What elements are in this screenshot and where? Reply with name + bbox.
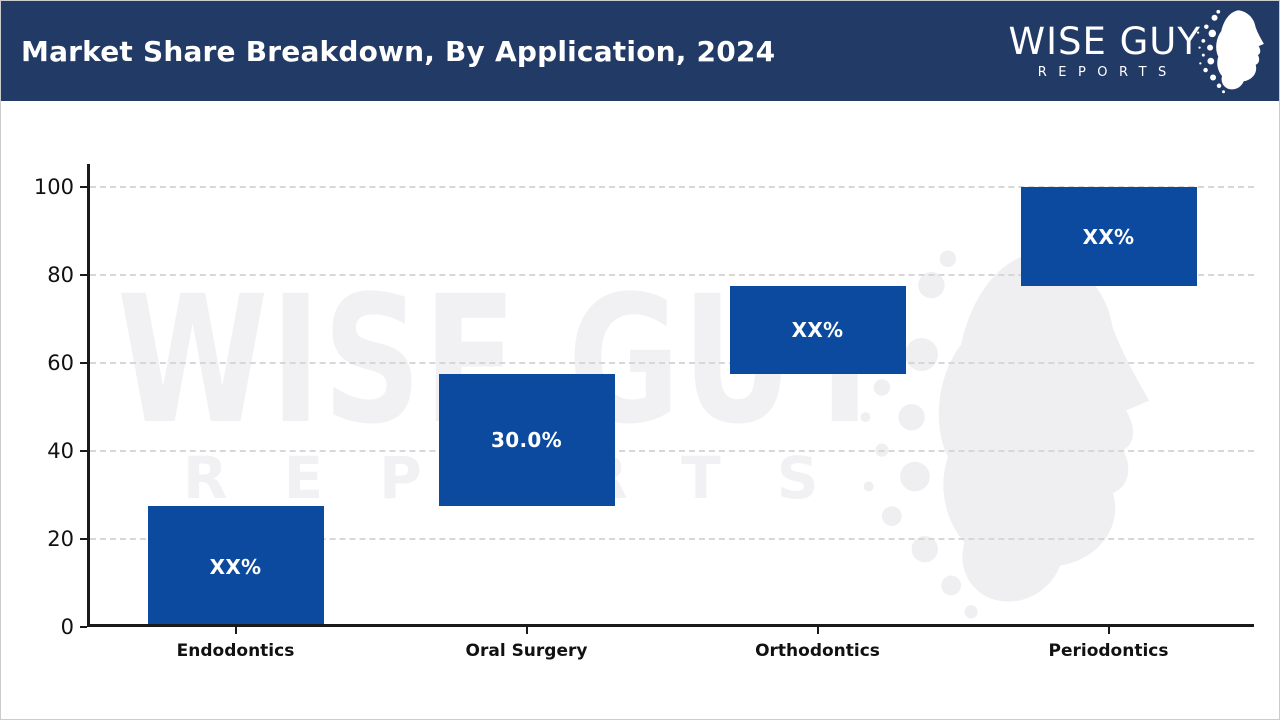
- logo-secondary-text: REPORTS: [1037, 64, 1178, 80]
- gridline: [90, 362, 1254, 364]
- waterfall-bar: XX%: [1020, 187, 1197, 286]
- logo-wordmark: WISE GUY REPORTS: [1009, 23, 1201, 80]
- wiseguy-logo: WISE GUY REPORTS: [1009, 8, 1269, 94]
- page-title: Market Share Breakdown, By Application, …: [21, 34, 776, 68]
- y-axis-tick-label: 60: [47, 351, 74, 375]
- y-axis-tick-label: 100: [33, 175, 74, 199]
- x-tick-mark: [816, 627, 819, 634]
- y-axis-tick-label: 80: [47, 263, 74, 287]
- waterfall-bar: 30.0%: [438, 374, 615, 506]
- y-tick-mark: [80, 186, 87, 188]
- x-tick-mark: [234, 627, 237, 634]
- x-tick-mark: [1107, 627, 1110, 634]
- waterfall-bar: XX%: [729, 286, 906, 374]
- y-tick-mark: [80, 362, 87, 364]
- x-tick-mark: [525, 627, 528, 634]
- bar-value-label: XX%: [1082, 224, 1135, 249]
- logo-primary-text: WISE GUY: [1008, 19, 1201, 63]
- gridline: [90, 274, 1254, 276]
- y-tick-mark: [80, 626, 87, 628]
- bar-value-label: 30.0%: [491, 428, 562, 452]
- y-axis-tick-label: 0: [60, 615, 74, 639]
- bar-value-label: XX%: [791, 318, 844, 342]
- title-bar: Market Share Breakdown, By Application, …: [1, 1, 1279, 101]
- gridline: [90, 538, 1254, 540]
- x-axis-tick-label: Oral Surgery: [465, 641, 588, 661]
- bar-value-label: XX%: [209, 554, 262, 579]
- y-tick-mark: [80, 274, 87, 276]
- x-axis-line: [87, 624, 1254, 627]
- y-axis-tick-label: 40: [47, 439, 74, 463]
- x-axis-tick-label: Endodontics: [176, 641, 295, 661]
- gridline: [90, 186, 1254, 188]
- y-tick-mark: [80, 538, 87, 540]
- y-tick-mark: [80, 450, 87, 452]
- y-axis-line: [87, 164, 90, 627]
- gridline: [90, 450, 1254, 452]
- y-axis-tick-label: 20: [47, 527, 74, 551]
- x-axis-tick-label: Orthodontics: [755, 641, 880, 661]
- waterfall-bar: XX%: [147, 506, 324, 627]
- x-axis-tick-label: Periodontics: [1048, 641, 1169, 661]
- wiseguy-head-icon: [1193, 8, 1269, 94]
